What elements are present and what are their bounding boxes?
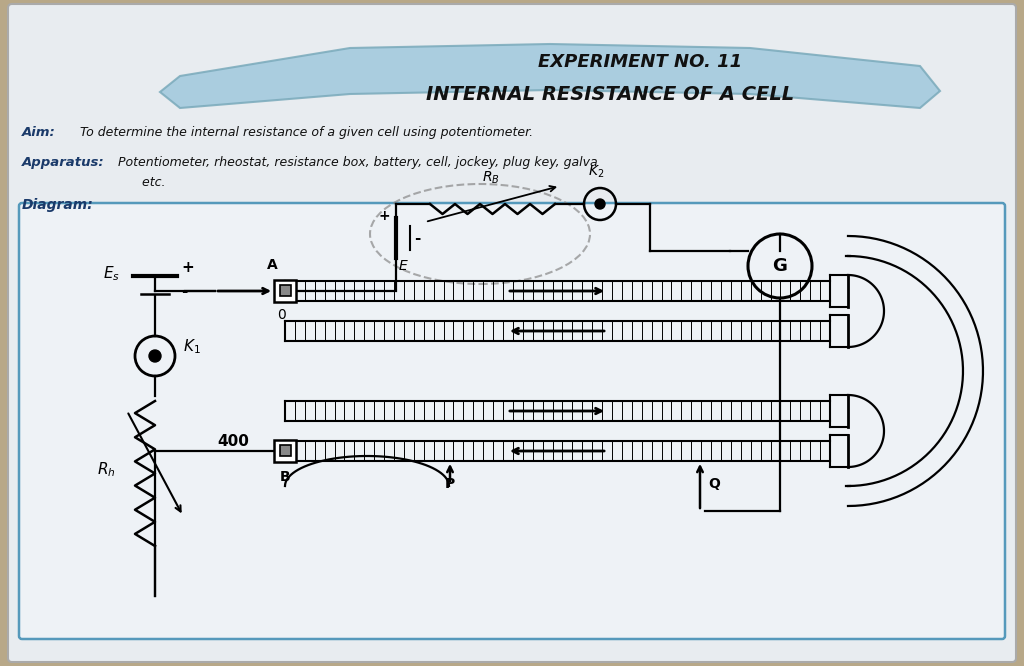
Text: INTERNAL RESISTANCE OF A CELL: INTERNAL RESISTANCE OF A CELL <box>426 85 794 103</box>
Bar <box>274 280 296 302</box>
Bar <box>280 285 291 296</box>
Text: A: A <box>267 258 278 272</box>
Text: To determine the internal resistance of a given cell using potentiometer.: To determine the internal resistance of … <box>72 126 534 139</box>
Circle shape <box>595 199 605 209</box>
Text: 400: 400 <box>217 434 249 449</box>
Text: Potentiometer, rheostat, resistance box, battery, cell, jockey, plug key, galva: Potentiometer, rheostat, resistance box,… <box>110 156 598 169</box>
FancyBboxPatch shape <box>8 4 1016 662</box>
Bar <box>274 440 296 462</box>
Text: P: P <box>445 477 456 491</box>
Text: -: - <box>181 284 187 299</box>
Text: Q: Q <box>708 477 720 491</box>
Text: EXPERIMENT NO. 11: EXPERIMENT NO. 11 <box>538 53 742 71</box>
Text: B: B <box>280 470 291 484</box>
Text: $E$: $E$ <box>398 259 409 273</box>
Text: G: G <box>772 257 787 275</box>
Text: $R_B$: $R_B$ <box>482 170 500 186</box>
Text: Aim:: Aim: <box>22 126 55 139</box>
Text: $K_1$: $K_1$ <box>183 337 201 356</box>
Bar <box>280 445 291 456</box>
Polygon shape <box>160 44 940 108</box>
Text: etc.: etc. <box>110 176 166 189</box>
Text: 0: 0 <box>278 308 286 322</box>
Text: +: + <box>378 209 389 223</box>
Text: -: - <box>414 231 421 246</box>
Text: $R_h$: $R_h$ <box>97 460 116 479</box>
FancyBboxPatch shape <box>19 203 1005 639</box>
Circle shape <box>150 350 161 362</box>
Text: +: + <box>181 260 194 275</box>
Text: $K_2$: $K_2$ <box>588 164 604 180</box>
Text: $E_s$: $E_s$ <box>103 264 120 282</box>
Text: Diagram:: Diagram: <box>22 198 94 212</box>
Text: Apparatus:: Apparatus: <box>22 156 104 169</box>
